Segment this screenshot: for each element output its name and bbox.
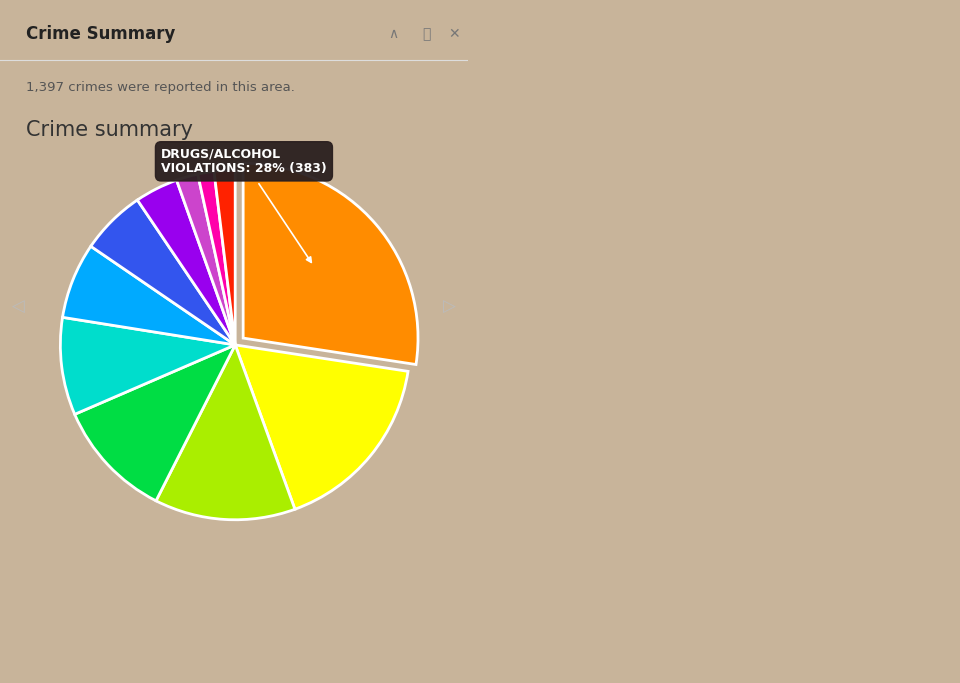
Wedge shape [243,163,418,365]
Wedge shape [137,180,235,345]
Text: DRUGS/ALCOHOL
VIOLATIONS: 28% (383): DRUGS/ALCOHOL VIOLATIONS: 28% (383) [161,148,326,262]
Wedge shape [91,200,235,345]
Text: ◁: ◁ [12,298,25,316]
Text: 1,397 crimes were reported in this area.: 1,397 crimes were reported in this area. [26,81,295,94]
Wedge shape [235,345,408,510]
Text: Crime Summary: Crime Summary [26,25,175,44]
Text: ▷: ▷ [444,298,456,316]
Wedge shape [156,345,295,520]
Wedge shape [62,247,235,345]
Text: ✕: ✕ [448,27,460,42]
Text: ∧: ∧ [389,27,398,42]
Wedge shape [75,345,235,501]
Text: Crimes by type: Crimes by type [181,492,287,505]
Text: Crime summary: Crime summary [26,120,193,140]
Wedge shape [177,174,235,345]
Wedge shape [60,318,235,415]
Wedge shape [214,170,235,345]
Text: ⧉: ⧉ [422,27,430,42]
Wedge shape [198,171,235,345]
